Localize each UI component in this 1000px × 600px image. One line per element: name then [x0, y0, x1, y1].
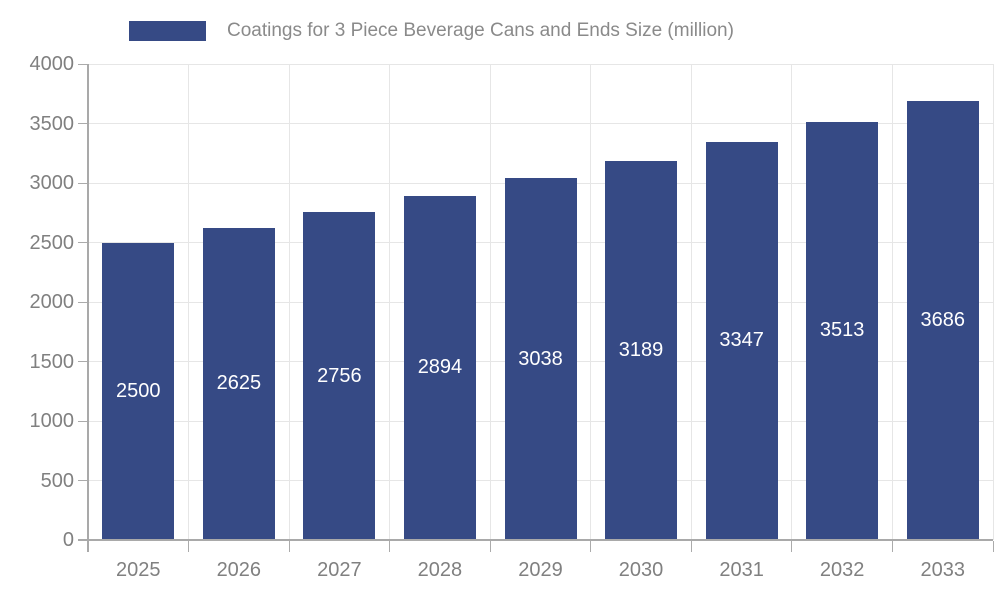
- y-tick-label: 0: [62, 529, 74, 551]
- v-gridline: [891, 64, 893, 540]
- y-tick-label: 1000: [29, 410, 75, 432]
- x-tick-label: 2029: [518, 559, 563, 581]
- v-gridline: [489, 64, 491, 540]
- y-tick-label: 500: [40, 469, 74, 492]
- x-tick-label: 2028: [417, 559, 463, 581]
- y-tick-label: 1500: [29, 350, 75, 373]
- y-tick-mark: [78, 361, 88, 362]
- bar: 3686: [906, 101, 979, 540]
- bar-value-label: 3038: [518, 347, 563, 370]
- x-tick-mark: [489, 541, 491, 552]
- x-tick-label: 2026: [216, 559, 262, 581]
- bar-value-label: 3189: [618, 338, 664, 361]
- bar-value-label: 3686: [920, 309, 965, 332]
- bar-value-label: 2625: [216, 372, 262, 395]
- legend-swatch: [129, 20, 206, 41]
- bar: 2625: [202, 227, 275, 540]
- x-axis-line: [78, 539, 993, 541]
- x-tick-mark: [389, 541, 391, 552]
- v-gridline: [992, 64, 994, 540]
- v-gridline: [188, 64, 190, 540]
- bar-value-label: 3513: [819, 319, 865, 342]
- bar-value-label: 2756: [317, 364, 362, 387]
- x-tick-label: 2027: [317, 559, 362, 581]
- y-tick-label: 2000: [29, 291, 75, 313]
- v-gridline: [288, 64, 290, 540]
- x-tick-mark: [590, 541, 592, 552]
- bar: 3513: [806, 121, 879, 540]
- y-tick-mark: [78, 123, 88, 124]
- plot-area: 2500 2625 2756 2894 3038 3189 3347 3513 3686: [88, 63, 994, 540]
- bar-value-label: 3347: [719, 329, 764, 352]
- x-tick-mark: [690, 541, 692, 552]
- bar-value-label: 2500: [116, 379, 161, 402]
- x-tick-label: 2030: [618, 559, 664, 581]
- x-tick-mark: [992, 541, 994, 552]
- v-gridline: [590, 64, 592, 540]
- x-tick-label: 2031: [719, 559, 764, 581]
- y-tick-mark: [78, 63, 88, 65]
- x-tick-label: 2025: [116, 559, 161, 581]
- x-tick-label: 2032: [819, 559, 865, 581]
- x-tick-mark: [791, 541, 793, 552]
- bar: 3347: [705, 141, 778, 540]
- y-tick-mark: [78, 242, 88, 243]
- x-tick-mark: [188, 541, 190, 552]
- x-tick-mark: [891, 541, 893, 552]
- v-gridline: [389, 64, 391, 540]
- legend-label: Coatings for 3 Piece Beverage Cans and E…: [227, 20, 734, 41]
- y-tick-label: 4000: [29, 53, 75, 75]
- h-gridline: [88, 63, 993, 65]
- x-tick-label: 2033: [920, 559, 965, 581]
- y-tick-label: 3000: [29, 172, 75, 194]
- h-gridline: [88, 123, 993, 124]
- bar: 2756: [303, 212, 376, 540]
- y-tick-mark: [78, 301, 88, 303]
- bar: 2894: [403, 195, 476, 540]
- y-tick-mark: [78, 420, 88, 422]
- v-gridline: [690, 64, 692, 540]
- y-tick-label: 3500: [29, 112, 75, 135]
- bar-value-label: 2894: [417, 356, 463, 379]
- bar: 2500: [102, 242, 175, 540]
- y-axis-line: [87, 64, 89, 552]
- y-tick-mark: [78, 480, 88, 481]
- y-tick-label: 2500: [29, 231, 75, 254]
- bar: 3038: [504, 178, 577, 540]
- bar: 3189: [605, 160, 678, 540]
- v-gridline: [791, 64, 793, 540]
- legend-item[interactable]: Coatings for 3 Piece Beverage Cans and E…: [129, 20, 734, 41]
- y-tick-mark: [78, 182, 88, 184]
- x-tick-mark: [288, 541, 290, 552]
